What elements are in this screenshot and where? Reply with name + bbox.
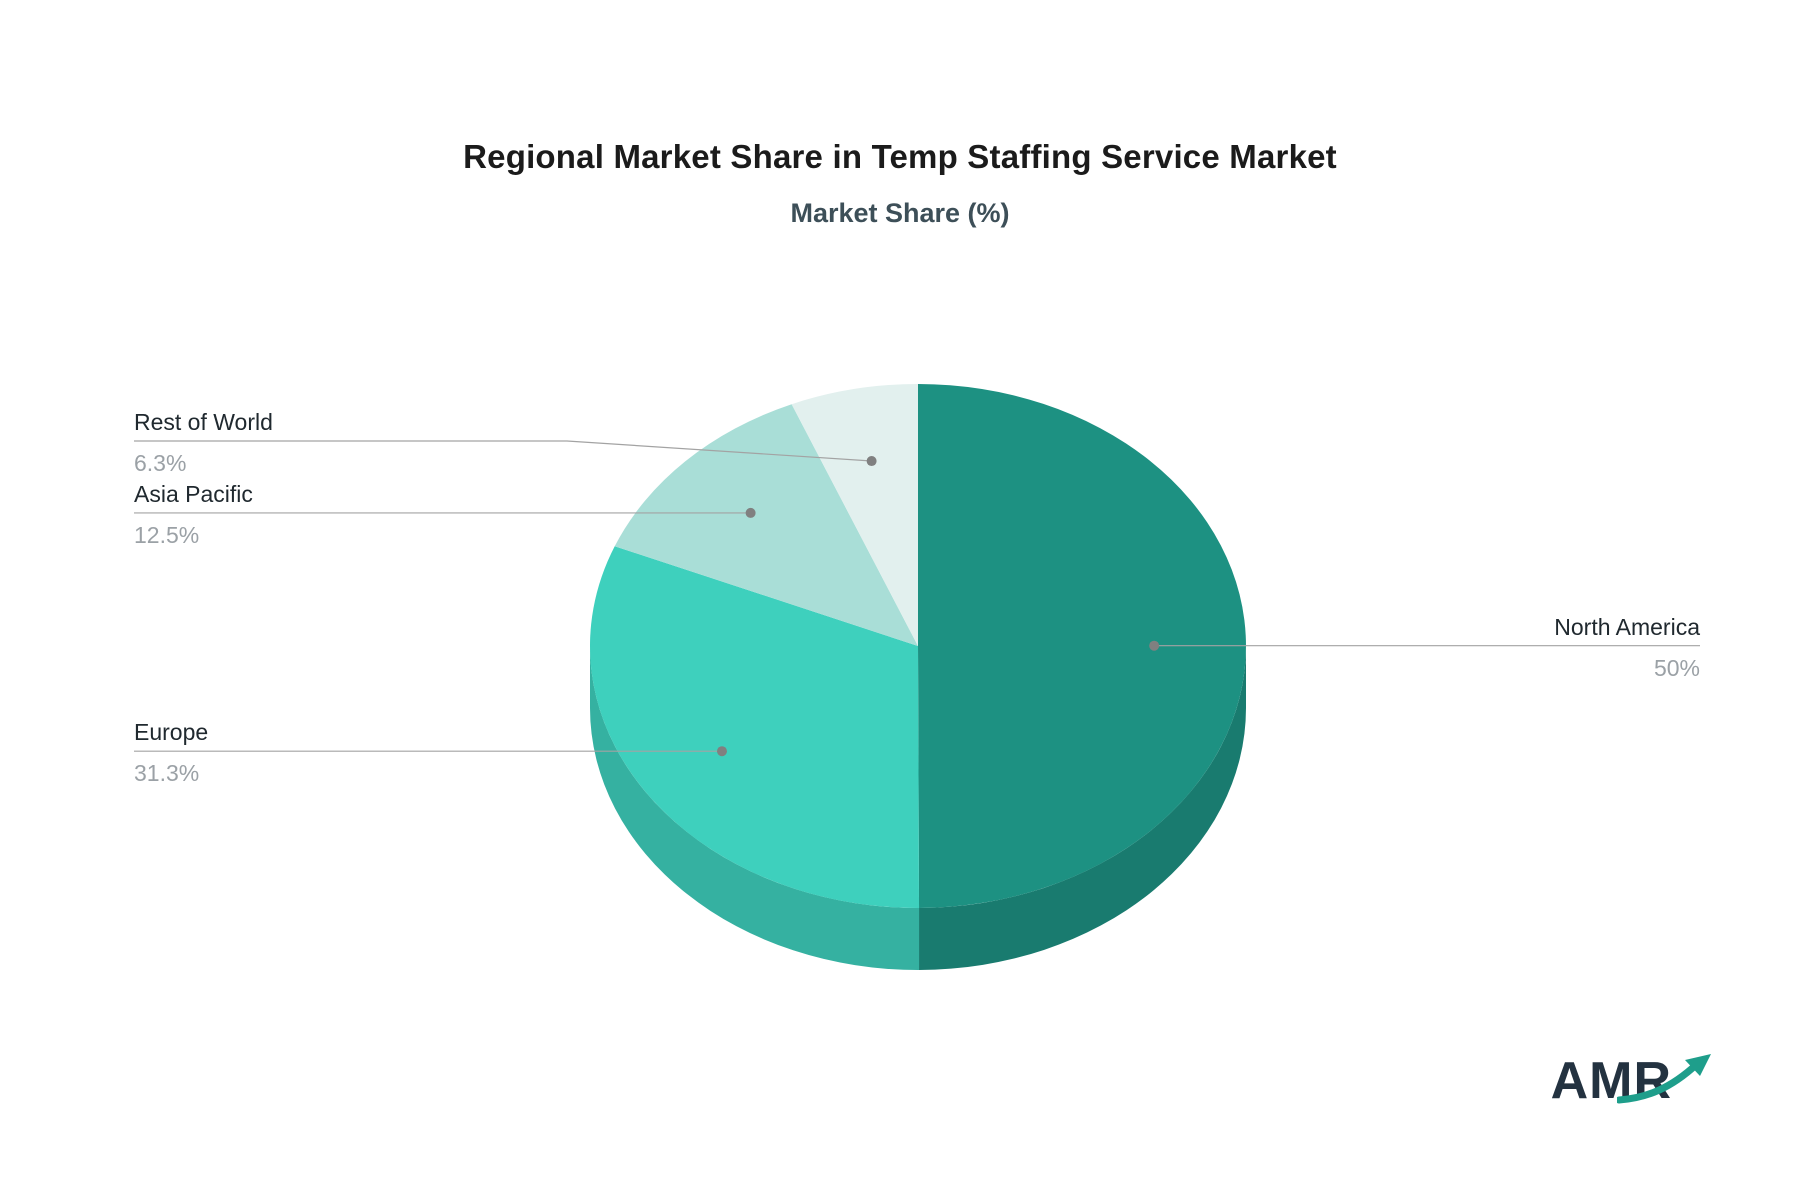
- slice-label-rest-of-world: Rest of World 6.3%: [134, 408, 273, 476]
- slice-name: Asia Pacific: [134, 481, 253, 507]
- pie-slice-north-america: [918, 384, 1246, 908]
- pie-slice-rest-of-world: [791, 384, 918, 646]
- slice-value: 12.5%: [134, 522, 200, 548]
- chart-subtitle: Market Share (%): [790, 198, 1010, 228]
- pie-slice-asia-pacific: [614, 404, 918, 646]
- leader-dot-asia-pacific: [745, 507, 756, 518]
- slice-value: 31.3%: [134, 760, 200, 786]
- leader-dot-rest-of-world: [866, 456, 877, 467]
- slice-value: 50%: [1653, 655, 1700, 681]
- amr-logo-arrow-icon: [1616, 1054, 1711, 1104]
- slice-value: 6.3%: [134, 450, 187, 476]
- amr-logo-text: AMR: [1550, 1052, 1672, 1110]
- pie-slice-side-europe: [590, 646, 920, 971]
- amr-logo: AMR: [1550, 1050, 1711, 1112]
- slice-label-asia-pacific: Asia Pacific 12.5%: [134, 480, 253, 548]
- pie-slice-europe: [589, 546, 920, 908]
- leader-line-rest-of-world: [134, 440, 872, 462]
- slice-label-europe: Europe 31.3%: [134, 718, 208, 786]
- leader-dot-europe: [716, 746, 727, 757]
- pie-slice-side-north-america: [919, 646, 1246, 970]
- slice-label-north-america: North America 50%: [1554, 613, 1700, 681]
- chart-title: Regional Market Share in Temp Staffing S…: [463, 138, 1337, 175]
- leader-dot-north-america: [1149, 640, 1160, 651]
- slice-name: North America: [1554, 614, 1700, 640]
- slice-name: Rest of World: [134, 409, 273, 435]
- slice-name: Europe: [134, 719, 209, 745]
